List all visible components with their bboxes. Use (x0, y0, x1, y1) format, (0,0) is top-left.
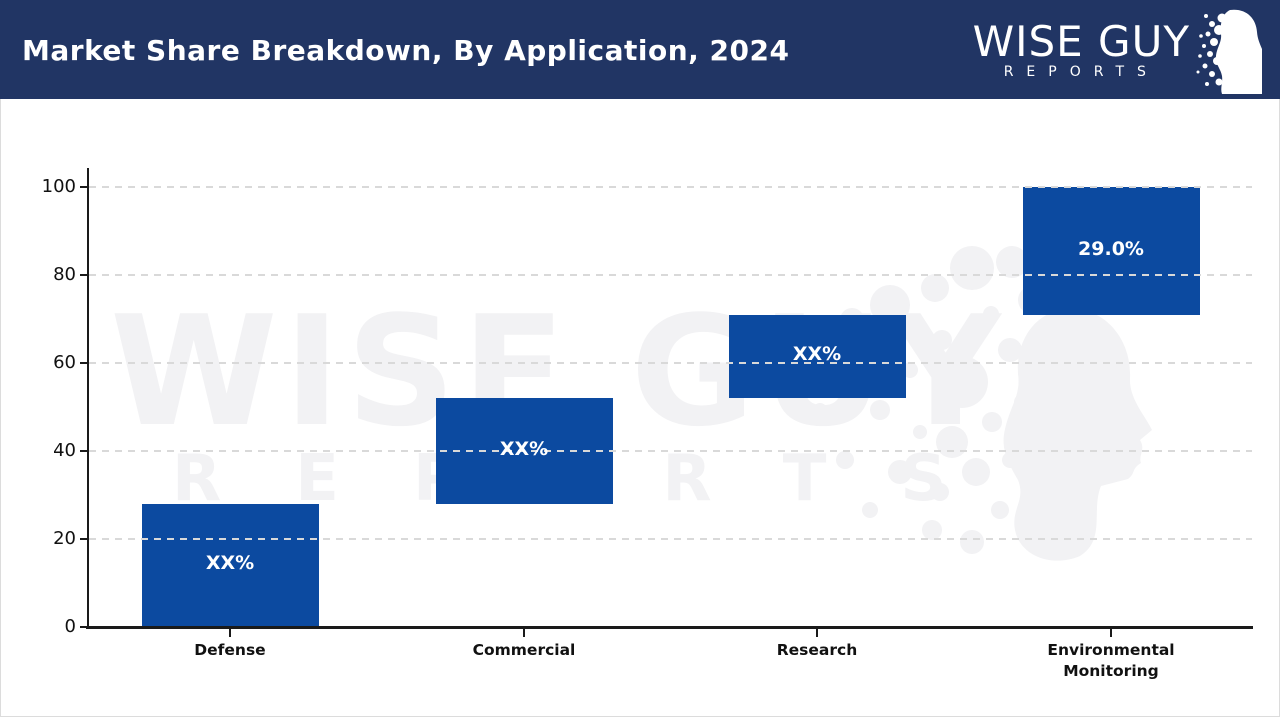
y-tick-label: 20 (53, 528, 76, 549)
bar-value-label: XX% (499, 438, 549, 460)
x-tick-label: Research (776, 641, 858, 659)
x-tick-mark (1110, 629, 1112, 637)
y-tick-label: 80 (53, 264, 76, 285)
y-gridline (89, 362, 1252, 364)
bar-defense (141, 503, 319, 627)
x-tick-label: Environmental Monitoring (1047, 641, 1175, 680)
x-tick-label: Commercial (472, 641, 576, 659)
y-gridline (89, 274, 1252, 276)
wiseguy-head-icon (1196, 9, 1262, 94)
bar-environmental-monitoring (1022, 187, 1200, 315)
y-tick-mark (80, 274, 88, 276)
x-tick-mark (816, 629, 818, 637)
x-tick-mark (523, 629, 525, 637)
x-axis-line (86, 626, 1253, 629)
bar-value-label: XX% (792, 343, 842, 366)
y-tick-mark (80, 450, 88, 452)
chart-plot-area: 0 20 40 60 80 100 XX% XX% XX% 29.0% Defense Commerc… (0, 99, 1280, 717)
y-tick-mark (80, 538, 88, 540)
x-tick-label: Defense (194, 641, 266, 659)
wiseguy-logo: WISE GUY REPORTS (973, 0, 1262, 99)
y-tick-label: 40 (53, 440, 76, 461)
y-tick-label: 100 (41, 176, 76, 197)
bar-research (728, 314, 906, 399)
y-gridline (89, 186, 1252, 188)
logo-subtitle: REPORTS (1003, 64, 1159, 80)
y-tick-label: 60 (53, 352, 76, 373)
x-tick-mark (229, 629, 231, 637)
y-gridline (89, 450, 1252, 452)
y-gridline (89, 538, 1252, 540)
logo-wordmark: WISE GUY (972, 17, 1190, 66)
y-tick-mark (80, 626, 88, 628)
y-tick-label: 0 (64, 616, 76, 637)
bar-value-label: XX% (205, 552, 255, 575)
y-tick-mark (80, 186, 88, 188)
logo-text: WISE GUY REPORTS (972, 17, 1190, 81)
bar-value-label: 29.0% (1078, 237, 1144, 260)
y-axis-line (87, 168, 89, 629)
page-title: Market Share Breakdown, By Application, … (22, 34, 790, 67)
header-bar: Market Share Breakdown, By Application, … (0, 0, 1280, 99)
y-tick-mark (80, 362, 88, 364)
